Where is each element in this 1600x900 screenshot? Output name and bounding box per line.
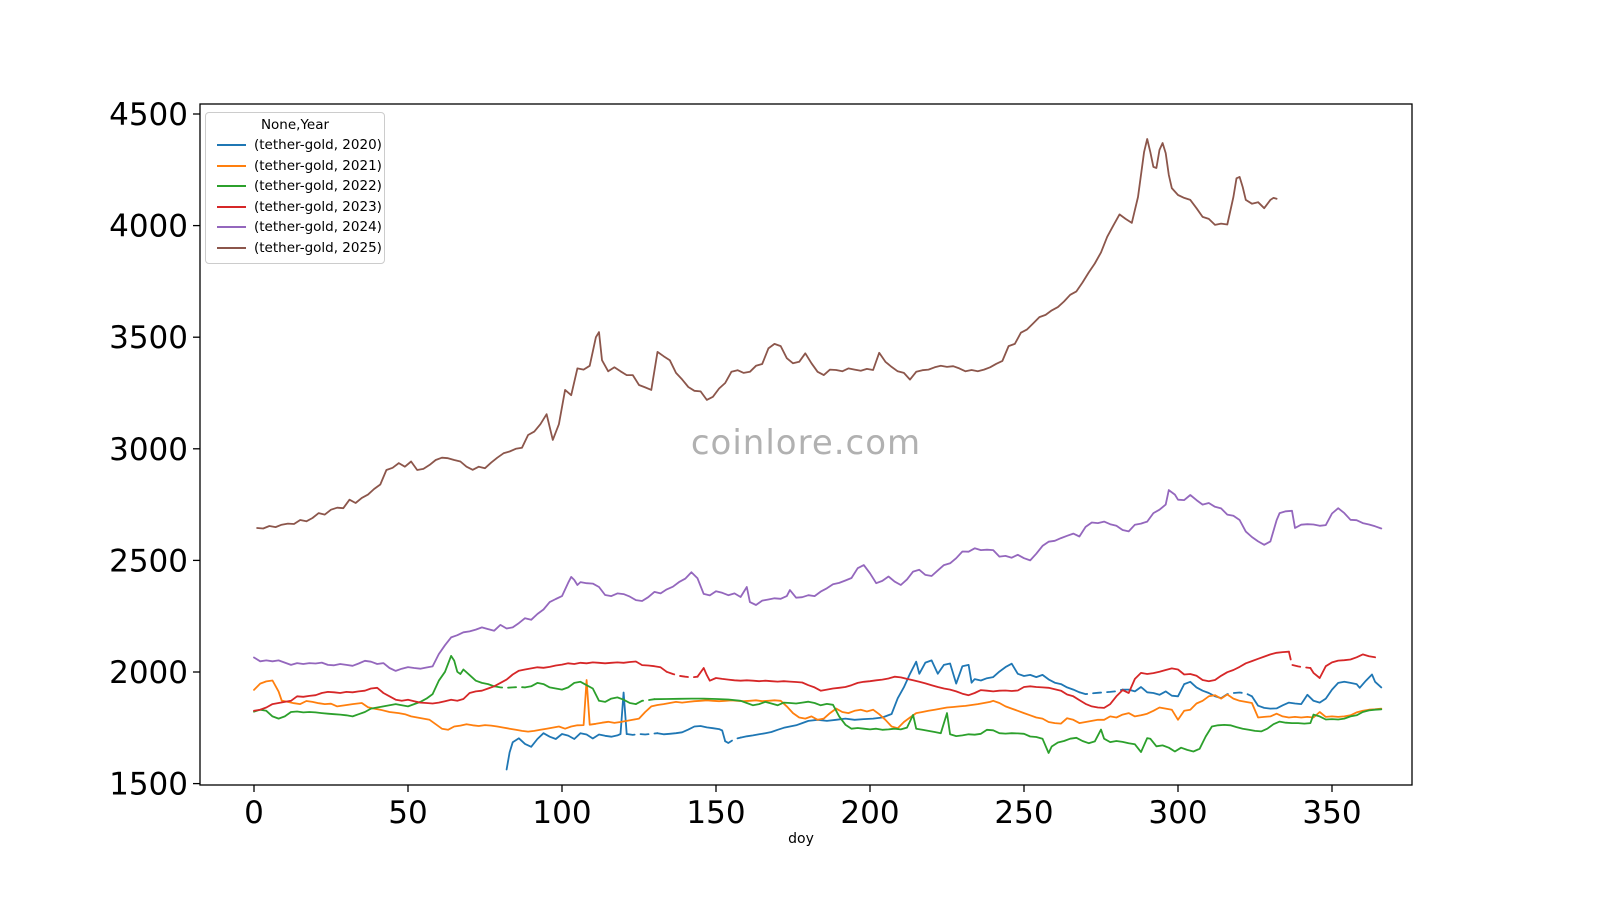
- legend-label: (tether-gold, 2025): [254, 239, 382, 256]
- series-line-tether-gold-2023: [1309, 653, 1376, 679]
- series-line-tether-gold-2023-dashed-3: [1288, 650, 1312, 669]
- legend-line-swatch-tether-gold-2024: [217, 226, 246, 229]
- y-tick-label: 4000: [109, 209, 188, 245]
- series-line-tether-gold-2022-dashed-1: [493, 685, 526, 689]
- legend-line-swatch-tether-gold-2025: [217, 246, 246, 249]
- legend-line-swatch-tether-gold-2022: [217, 185, 246, 188]
- series-line-tether-gold-2020: [1121, 680, 1222, 699]
- series-line-tether-gold-2020: [1251, 673, 1383, 710]
- legend: None,Year (tether-gold, 2020) (tether-gol…: [205, 112, 385, 264]
- series-line-tether-gold-2023: [253, 660, 668, 712]
- legend-title: None,Year: [260, 117, 330, 133]
- x-tick-label: 100: [532, 795, 591, 831]
- legend-row-tether-gold-2021: (tether-gold, 2021): [212, 156, 382, 177]
- y-tick-label: 4500: [109, 97, 188, 133]
- legend-label: (tether-gold, 2022): [254, 178, 382, 195]
- series-line-tether-gold-2020: [505, 691, 628, 771]
- legend-label: (tether-gold, 2021): [254, 157, 382, 174]
- legend-label: (tether-gold, 2023): [254, 198, 382, 215]
- x-tick-label: 250: [994, 795, 1053, 831]
- legend-row-tether-gold-2022: (tether-gold, 2022): [212, 176, 382, 197]
- series-line-tether-gold-2020-dashed-3: [724, 736, 742, 744]
- legend-line-swatch-tether-gold-2020: [217, 144, 246, 147]
- series-line-tether-gold-2020-dashed-1: [625, 732, 659, 736]
- legend-row-tether-gold-2024: (tether-gold, 2024): [212, 217, 382, 238]
- x-tick-label: 300: [1148, 795, 1207, 831]
- series-line-tether-gold-2020: [739, 659, 1081, 739]
- legend-row-tether-gold-2023: (tether-gold, 2023): [212, 197, 382, 218]
- legend-entries: (tether-gold, 2020) (tether-gold, 2021) (t…: [212, 135, 382, 259]
- series-line-tether-gold-2022: [524, 680, 637, 705]
- axes-spines: [199, 103, 1413, 786]
- series-line-tether-gold-2024: [253, 489, 1383, 672]
- legend-line-swatch-tether-gold-2021: [217, 164, 246, 167]
- legend-label: (tether-gold, 2020): [254, 137, 382, 154]
- legend-label: (tether-gold, 2024): [254, 219, 382, 236]
- legend-line-swatch-tether-gold-2023: [217, 205, 246, 208]
- legend-row-tether-gold-2025: (tether-gold, 2025): [212, 238, 382, 259]
- series-line-tether-gold-2020: [656, 725, 727, 743]
- legend-row-tether-gold-2020: (tether-gold, 2020): [212, 135, 382, 156]
- x-tick-label: 350: [1302, 795, 1361, 831]
- series-line-tether-gold-2023-dashed-1: [665, 670, 699, 679]
- plot-area: [200, 104, 1412, 785]
- series-line-tether-gold-2023: [696, 650, 1290, 709]
- series-line-tether-gold-2022: [653, 697, 1383, 754]
- x-axis-label: doy: [788, 831, 814, 847]
- y-tick-label: 2500: [109, 543, 188, 579]
- y-tick-label: 3500: [109, 320, 188, 356]
- x-tick-label: 0: [244, 795, 264, 831]
- series-line-tether-gold-2020-dashed-5: [1078, 688, 1124, 695]
- series-line-tether-gold-2025: [256, 138, 1278, 530]
- y-tick-label: 3000: [109, 432, 188, 468]
- y-tick-label: 1500: [109, 767, 188, 803]
- x-tick-label: 200: [840, 795, 899, 831]
- series-line-tether-gold-2022-dashed-3: [635, 698, 656, 705]
- x-tick-label: 150: [686, 795, 745, 831]
- x-tick-label: 50: [388, 795, 427, 831]
- series-line-tether-gold-2022: [253, 655, 496, 720]
- series-line-tether-gold-2021: [253, 679, 1383, 733]
- y-tick-label: 2000: [109, 655, 188, 691]
